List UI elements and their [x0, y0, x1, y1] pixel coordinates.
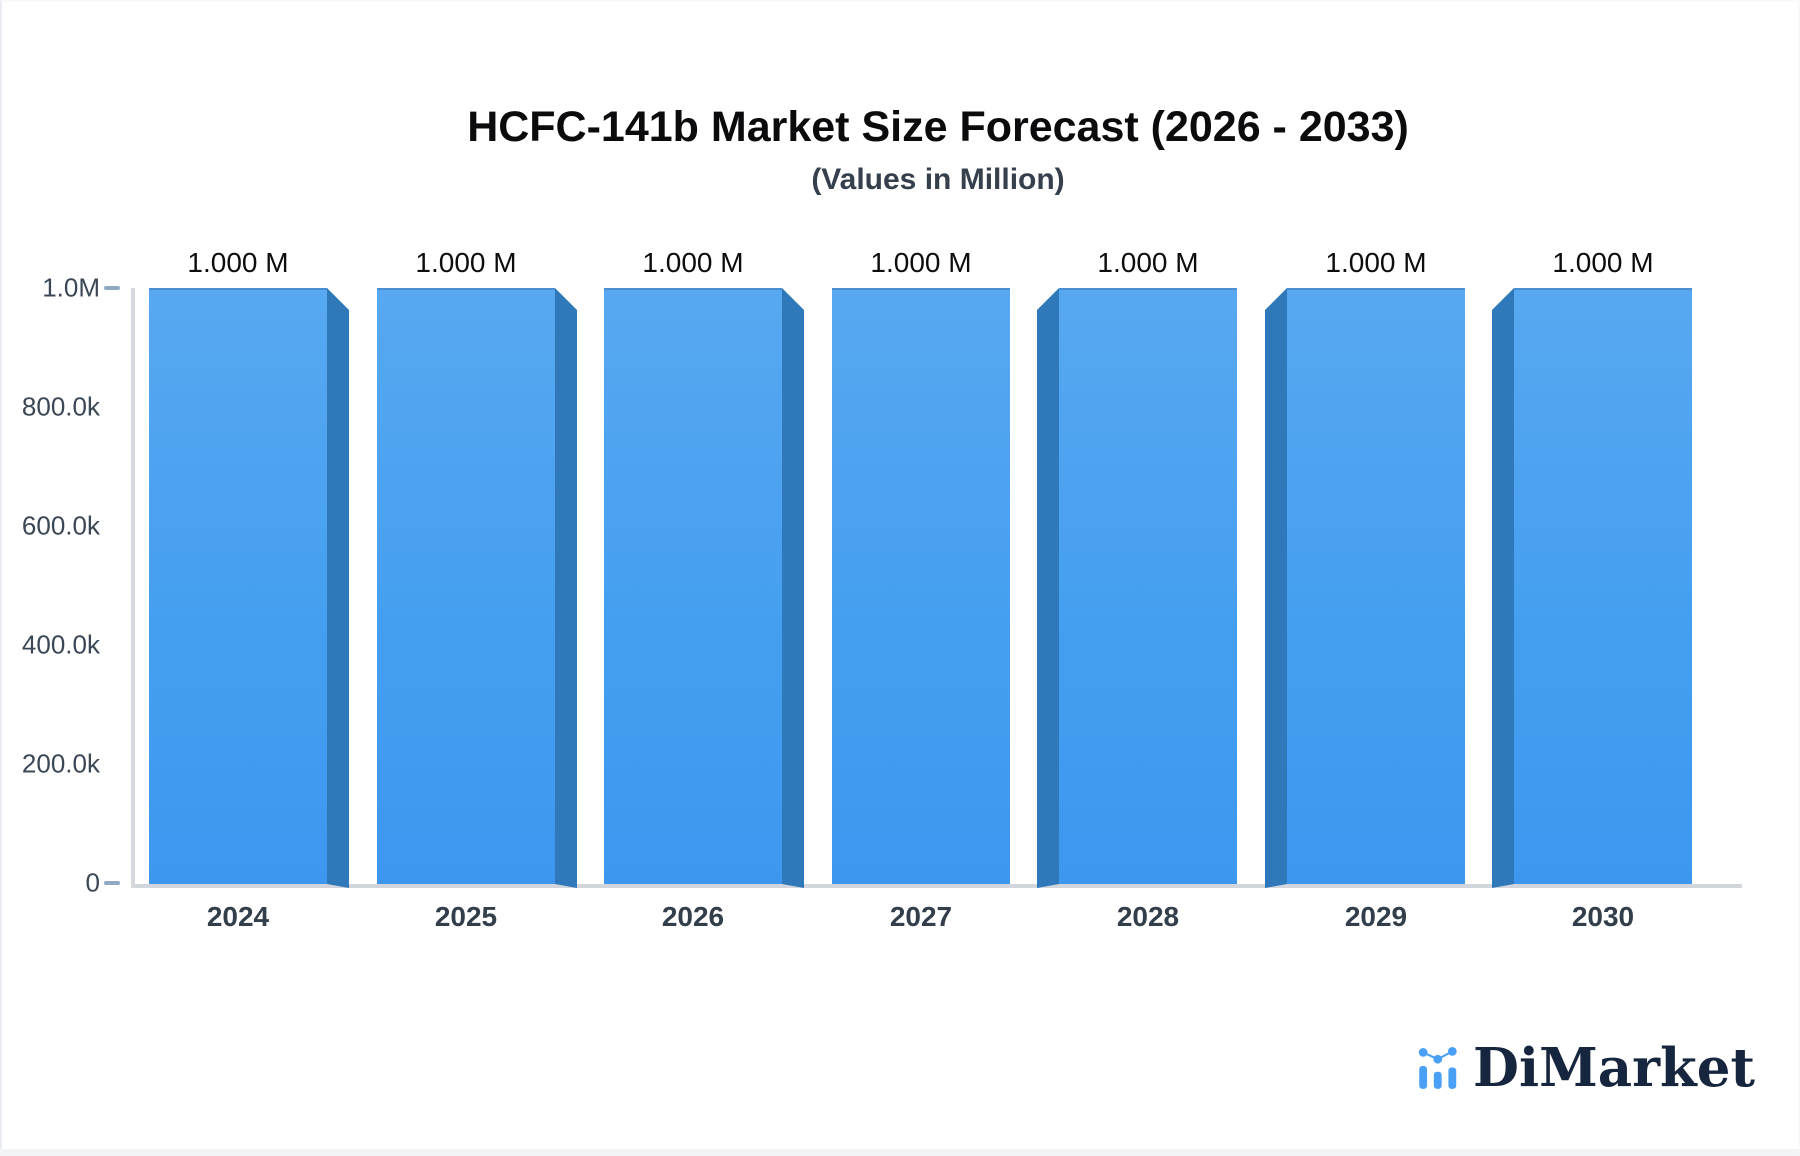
- x-axis-label: 2025: [434, 901, 498, 932]
- chart-subtitle: (Values in Million): [811, 163, 1065, 196]
- y-axis-label: 600.0k: [21, 510, 100, 541]
- bar-side: [782, 288, 804, 888]
- bar-side: [555, 288, 577, 888]
- x-axis-label: 2028: [1116, 901, 1180, 932]
- bar-value-label: 1.000 M: [1552, 247, 1654, 278]
- bar-value-label: 1.000 M: [415, 247, 517, 278]
- x-axis-label: 2024: [206, 901, 270, 932]
- dimarket-logo: DiMarket: [1416, 1037, 1755, 1100]
- bar-value-label: 1.000 M: [1325, 247, 1427, 278]
- y-axis-label: 1.0M: [42, 272, 100, 303]
- x-axis-label: 2030: [1571, 901, 1635, 932]
- bar-value-label: 1.000 M: [642, 247, 744, 278]
- bar-value-label: 1.000 M: [187, 247, 289, 278]
- y-axis-label: 400.0k: [21, 629, 100, 660]
- bar-2029[interactable]: [1287, 288, 1465, 884]
- x-axis-line: [131, 884, 1742, 888]
- bottom-strip: [0, 1149, 1800, 1156]
- x-axis-label: 2026: [661, 901, 725, 932]
- bar-2030[interactable]: [1514, 288, 1692, 884]
- bar-side: [1492, 288, 1514, 888]
- y-axis-label: 200.0k: [21, 748, 100, 779]
- mini-bar-chart-trend-icon: [1418, 1047, 1457, 1089]
- y-axis-line: [131, 288, 135, 888]
- bar-value-label: 1.000 M: [1097, 247, 1199, 278]
- x-axis-label: 2029: [1344, 901, 1408, 932]
- y-axis-label: 800.0k: [21, 391, 100, 422]
- logo-text: DiMarket: [1473, 1037, 1755, 1100]
- bar-side: [1037, 288, 1059, 888]
- bar-2025[interactable]: [377, 288, 555, 884]
- x-axis-label: 2027: [889, 901, 953, 932]
- bar-side: [1265, 288, 1287, 888]
- y-axis-tick: [104, 286, 120, 290]
- bar-2027[interactable]: [832, 288, 1010, 884]
- y-axis-label: 0: [85, 867, 100, 898]
- bar-value-label: 1.000 M: [870, 247, 972, 278]
- bar-2026[interactable]: [604, 288, 782, 884]
- bar-side: [327, 288, 349, 888]
- y-axis-tick: [104, 881, 120, 885]
- bar-2028[interactable]: [1059, 288, 1237, 884]
- chart-title: HCFC-141b Market Size Forecast (2026 - 2…: [467, 103, 1409, 151]
- bar-2024[interactable]: [149, 288, 327, 884]
